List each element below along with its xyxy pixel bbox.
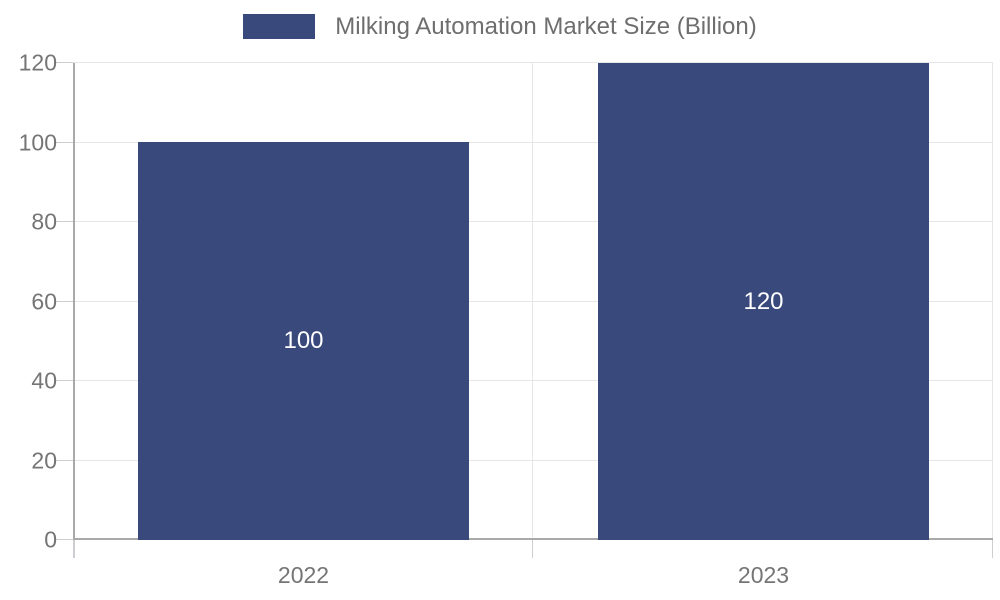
gridline <box>73 380 993 381</box>
gridline <box>73 221 993 222</box>
y-tick-label: 60 <box>31 288 57 315</box>
y-tick <box>55 539 73 540</box>
gridline-vertical <box>532 63 533 540</box>
y-tick <box>55 380 73 381</box>
bar-value-label: 100 <box>283 327 324 354</box>
x-tick <box>532 540 533 558</box>
y-tick-label: 40 <box>31 367 57 394</box>
gridline <box>73 300 993 302</box>
legend-swatch <box>243 14 316 39</box>
gridline-vertical <box>992 63 993 540</box>
x-tick-label: 2023 <box>737 562 790 588</box>
gridline <box>73 62 993 63</box>
x-tick <box>992 540 993 558</box>
bar <box>598 63 929 540</box>
y-tick-label: 20 <box>31 447 57 474</box>
y-tick <box>55 142 73 143</box>
y-tick <box>55 460 73 461</box>
y-axis-line <box>73 63 75 540</box>
bar-value-label: 120 <box>743 287 784 315</box>
legend-label: Milking Automation Market Size (Billion) <box>335 13 757 40</box>
y-tick-label: 100 <box>18 129 57 156</box>
y-tick <box>55 221 73 222</box>
y-tick <box>55 301 73 302</box>
gridline <box>73 459 993 461</box>
plot-area: 100 120 <box>73 62 993 540</box>
y-tick-label: 0 <box>44 526 57 553</box>
y-axis-extension <box>73 540 75 558</box>
x-axis-baseline <box>73 538 993 540</box>
chart-legend: Milking Automation Market Size (Billion) <box>0 14 1000 39</box>
y-tick <box>55 62 73 63</box>
bar <box>138 142 469 540</box>
y-tick-label: 80 <box>31 208 57 235</box>
y-tick-label: 120 <box>18 49 57 76</box>
x-tick-label: 2022 <box>277 562 330 588</box>
gridline <box>73 141 993 143</box>
